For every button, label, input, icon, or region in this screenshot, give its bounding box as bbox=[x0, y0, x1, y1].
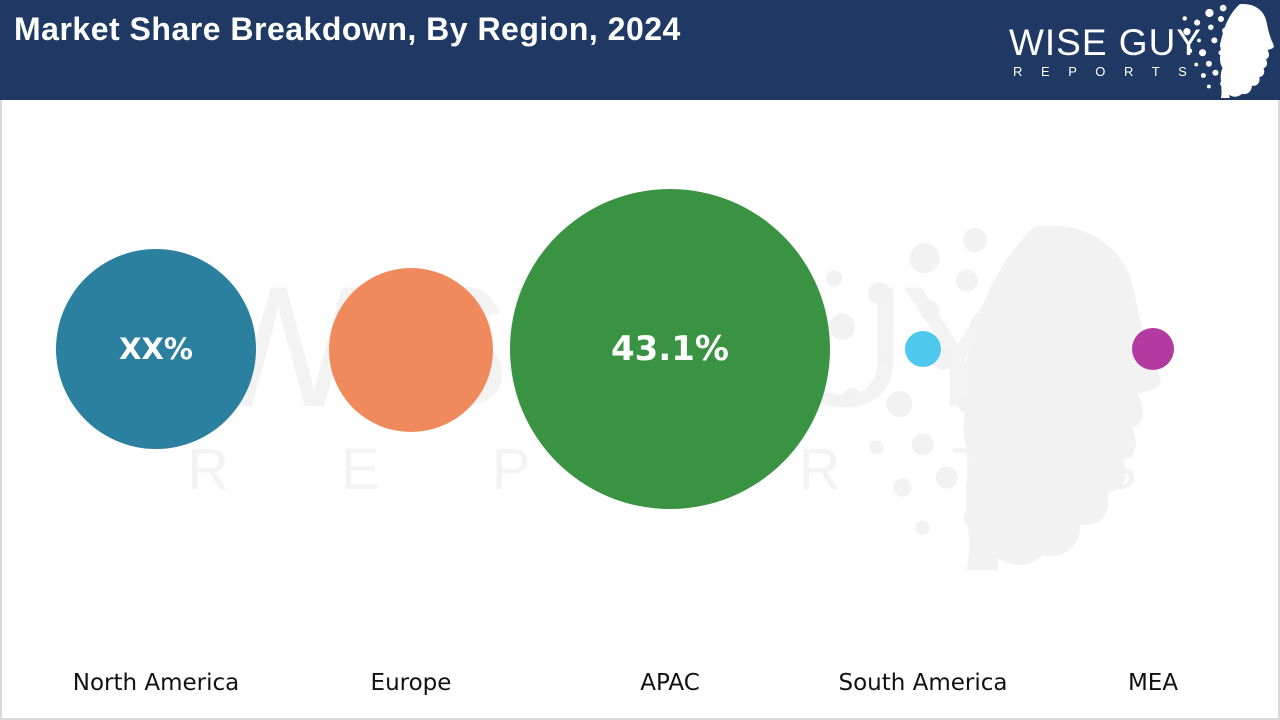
logo-face-icon bbox=[1182, 3, 1274, 98]
bubble-south-america bbox=[905, 331, 941, 367]
header-bar: Market Share Breakdown, By Region, 2024 … bbox=[0, 0, 1280, 100]
bubble-europe bbox=[329, 268, 493, 432]
chart-area: WISE GUY R E P O R T S XX%43.1% bbox=[0, 100, 1280, 720]
logo-subtitle: R E P O R T S bbox=[1012, 64, 1195, 79]
bubble-value-label: XX% bbox=[119, 332, 193, 366]
bubble-mea bbox=[1132, 328, 1174, 370]
wise-guy-logo: WISE GUY R E P O R T S bbox=[1009, 0, 1280, 98]
bubble-apac: 43.1% bbox=[510, 189, 830, 509]
page-title: Market Share Breakdown, By Region, 2024 bbox=[14, 11, 681, 47]
bubble-north-america: XX% bbox=[56, 249, 256, 449]
watermark-face-icon bbox=[826, 225, 1161, 570]
logo-wordmark: WISE GUY bbox=[1008, 22, 1202, 63]
logo-wordmark-block: WISE GUY R E P O R T S bbox=[1009, 24, 1202, 79]
bubble-value-label: 43.1% bbox=[611, 329, 729, 369]
